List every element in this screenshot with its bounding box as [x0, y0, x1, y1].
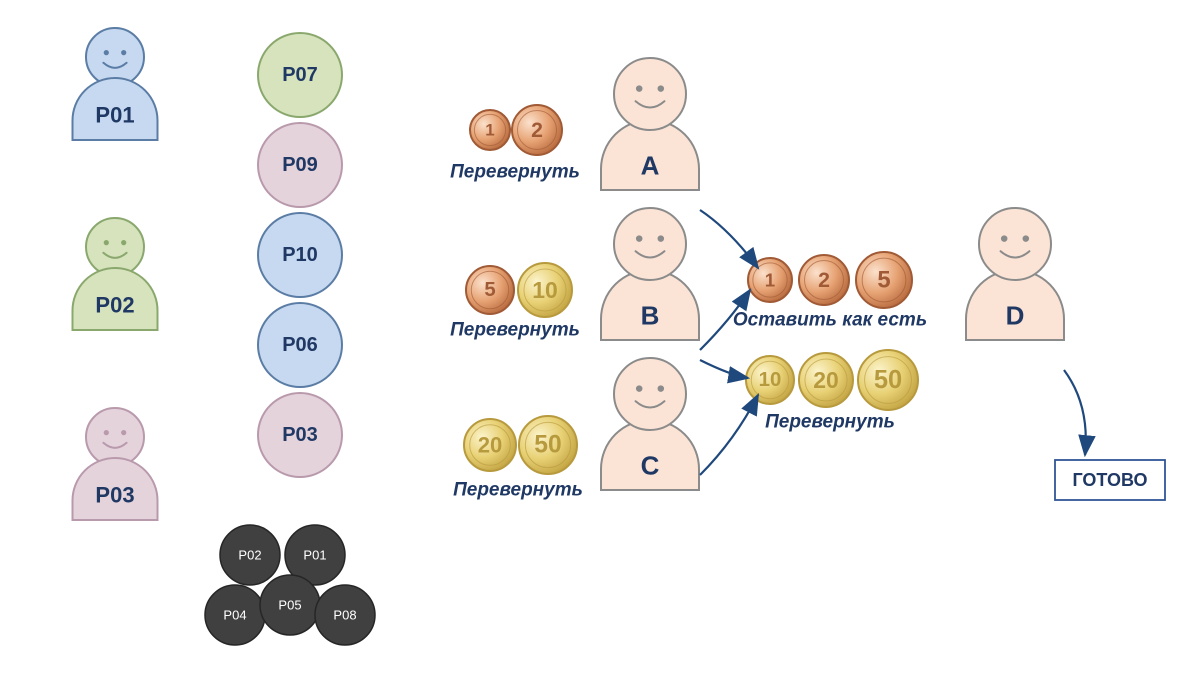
person-label: P02 [95, 293, 134, 318]
coin-value: 50 [874, 366, 902, 394]
worker-label: D [1006, 301, 1025, 331]
dark-circle-label: P04 [223, 608, 246, 623]
dark-circle-label: P02 [238, 548, 261, 563]
worker-head [614, 208, 686, 280]
dark-circle-label: P05 [278, 598, 301, 613]
done-box-label: ГОТОВО [1072, 470, 1147, 490]
coin-value: 20 [478, 433, 503, 458]
coin-value: 1 [485, 121, 494, 140]
coin-value: 2 [818, 268, 830, 292]
dark-circle-label: P01 [303, 548, 326, 563]
flow-arrow [1064, 370, 1086, 455]
coin-value: 5 [877, 267, 890, 294]
coin-value: 50 [534, 432, 561, 459]
person-label: P03 [95, 483, 134, 508]
stack-circle-label: P07 [282, 64, 318, 86]
stack-circle-label: P09 [282, 154, 318, 176]
person-label: P01 [95, 103, 134, 128]
coin-value: 10 [532, 277, 558, 303]
coin-caption: Перевернуть [765, 412, 895, 433]
flow-arrow [700, 210, 758, 268]
stack-circle-label: P03 [282, 424, 318, 446]
dark-circle-label: P08 [333, 608, 356, 623]
coin-value: 20 [813, 367, 839, 393]
worker-label: B [641, 301, 660, 331]
worker-label: A [641, 151, 660, 181]
coin-caption: Перевернуть [453, 480, 583, 501]
coin-value: 10 [759, 369, 782, 391]
diagram-stage: P01 P02 P03 P07 P09 P10 P06 P03 P02 P01 P04 P05 P08 A… [0, 0, 1200, 675]
coin-caption: Перевернуть [450, 320, 580, 341]
coin-caption: Оставить как есть [733, 310, 927, 331]
coin-caption: Перевернуть [450, 162, 580, 183]
coin-value: 2 [531, 118, 543, 142]
worker-label: C [641, 451, 660, 481]
coin-value: 1 [765, 270, 775, 291]
flow-arrow [700, 395, 758, 475]
worker-head [614, 358, 686, 430]
worker-head [614, 58, 686, 130]
stack-circle-label: P10 [282, 244, 318, 266]
stack-circle-label: P06 [282, 334, 318, 356]
flow-arrow [700, 360, 748, 378]
coin-value: 5 [484, 279, 495, 301]
worker-head [979, 208, 1051, 280]
